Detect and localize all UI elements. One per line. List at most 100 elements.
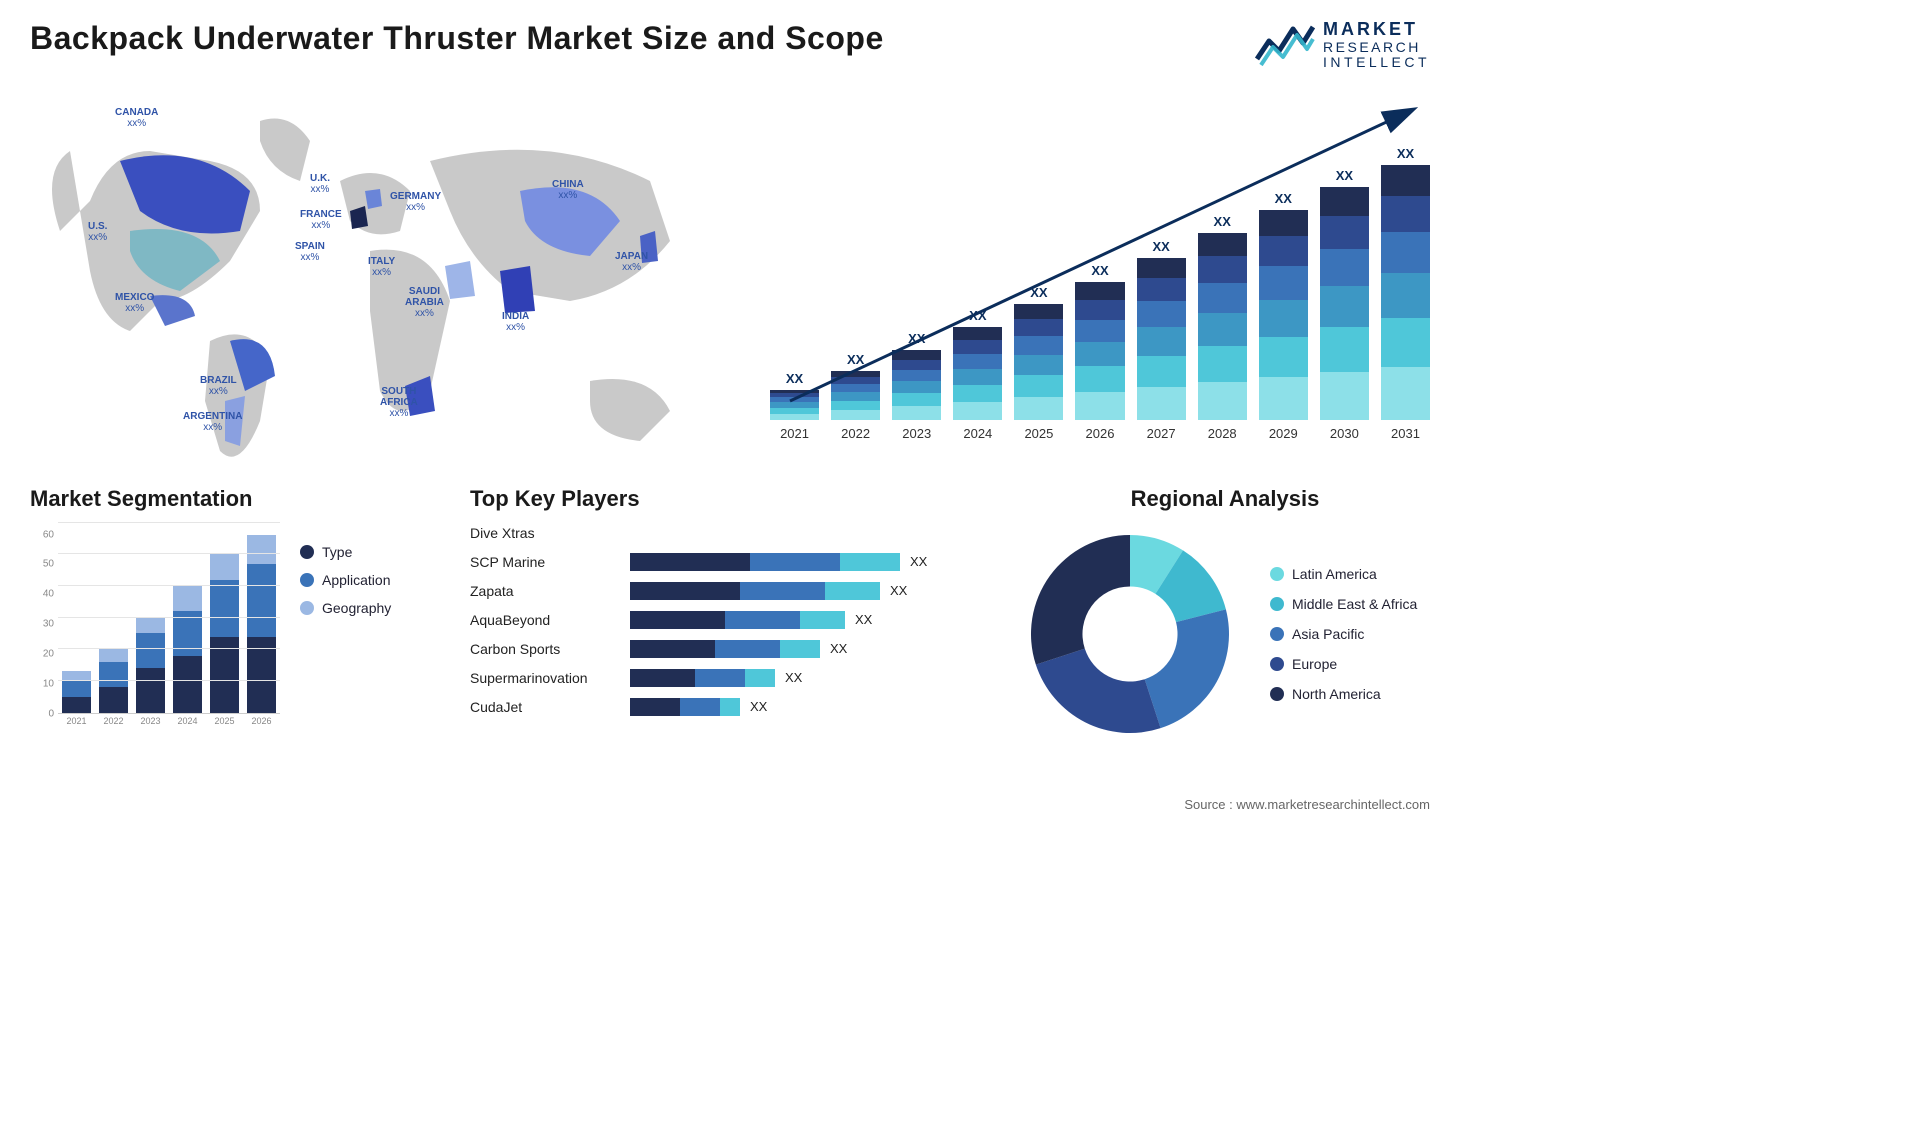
bar-segment (136, 633, 165, 668)
legend-label: Application (322, 572, 391, 588)
y-tick-label: 50 (30, 559, 54, 570)
player-name: AquaBeyond (470, 611, 630, 629)
bar-value-label: XX (1214, 214, 1231, 229)
legend-label: Geography (322, 600, 391, 616)
seg-bar-column (210, 554, 239, 712)
page-title: Backpack Underwater Thruster Market Size… (30, 20, 884, 57)
map-country-label: FRANCExx% (300, 209, 342, 231)
map-country-label: JAPANxx% (615, 251, 648, 273)
bar-segment (1014, 375, 1063, 397)
player-name: Dive Xtras (470, 524, 630, 542)
regional-donut-chart (1020, 524, 1240, 744)
segmentation-title: Market Segmentation (30, 486, 440, 512)
bar-segment (1381, 196, 1430, 232)
player-value: XX (785, 670, 802, 685)
main-bar-column: XX2031 (1381, 146, 1430, 441)
y-tick-label: 0 (30, 708, 54, 719)
source-attribution: Source : www.marketresearchintellect.com (1184, 797, 1430, 812)
legend-label: Europe (1292, 656, 1337, 672)
y-tick-label: 20 (30, 648, 54, 659)
main-bar-column: XX2030 (1320, 168, 1369, 441)
bar-segment (62, 681, 91, 697)
brand-line3: INTELLECT (1323, 55, 1430, 70)
bar-segment (745, 669, 775, 687)
map-country-label: U.K.xx% (310, 173, 330, 195)
bar-segment (1320, 249, 1369, 286)
seg-bar-column (99, 649, 128, 712)
regional-title: Regional Analysis (1020, 486, 1430, 512)
bar-value-label: XX (969, 308, 986, 323)
bar-segment (720, 698, 740, 716)
bar-year-label: 2025 (1024, 426, 1053, 441)
map-country-label: SPAINxx% (295, 241, 325, 263)
bar-segment (1381, 273, 1430, 318)
legend-item: Application (300, 572, 391, 588)
x-tick-label: 2022 (99, 716, 128, 734)
bar-segment (1259, 300, 1308, 337)
bar-segment (210, 554, 239, 579)
regional-legend: Latin America Middle East & Africa Asia Pa… (1270, 566, 1417, 702)
legend-item: Type (300, 544, 391, 560)
y-tick-label: 60 (30, 529, 54, 540)
bar-segment (892, 350, 941, 360)
bar-value-label: XX (1397, 146, 1414, 161)
gridline (58, 553, 280, 554)
map-country-label: SOUTHAFRICAxx% (380, 386, 418, 419)
bar-segment (630, 582, 740, 600)
bar-segment (750, 553, 840, 571)
bar-year-label: 2024 (963, 426, 992, 441)
bar-segment (725, 611, 800, 629)
bar-segment (247, 535, 276, 564)
x-tick-label: 2025 (210, 716, 239, 734)
bar-year-label: 2022 (841, 426, 870, 441)
bar-segment (1259, 236, 1308, 266)
map-country-label: U.S.xx% (88, 221, 107, 243)
bar-value-label: XX (1336, 168, 1353, 183)
bar-segment (1198, 233, 1247, 256)
bar-segment (99, 649, 128, 662)
bar-segment (630, 553, 750, 571)
bar-segment (136, 668, 165, 712)
market-size-chart: XX2021XX2022XX2023XX2024XX2025XX2026XX20… (770, 91, 1430, 471)
seg-bar-column (247, 535, 276, 712)
bar-value-label: XX (847, 352, 864, 367)
bar-segment (630, 669, 695, 687)
bar-segment (892, 406, 941, 420)
legend-item: Europe (1270, 656, 1417, 672)
donut-slice (1031, 535, 1130, 665)
legend-swatch-icon (300, 601, 314, 615)
bar-segment (1137, 301, 1186, 327)
donut-slice (1145, 609, 1229, 728)
bar-segment (1137, 278, 1186, 301)
map-country-label: ITALYxx% (368, 256, 395, 278)
bar-segment (136, 618, 165, 634)
bar-segment (892, 370, 941, 381)
bar-segment (800, 611, 845, 629)
legend-swatch-icon (300, 573, 314, 587)
y-tick-label: 10 (30, 678, 54, 689)
legend-swatch-icon (1270, 567, 1284, 581)
segmentation-section: Market Segmentation 0102030405060 202120… (30, 486, 440, 744)
seg-bar-column (136, 618, 165, 713)
legend-item: Latin America (1270, 566, 1417, 582)
bar-segment (953, 369, 1002, 385)
bar-value-label: XX (1275, 191, 1292, 206)
brand-logo-icon (1255, 21, 1315, 69)
legend-item: Middle East & Africa (1270, 596, 1417, 612)
gridline (58, 617, 280, 618)
bar-segment (1198, 382, 1247, 420)
legend-label: Asia Pacific (1292, 626, 1364, 642)
brand-logo: MARKET RESEARCH INTELLECT (1255, 20, 1430, 71)
legend-swatch-icon (1270, 597, 1284, 611)
bar-year-label: 2027 (1147, 426, 1176, 441)
main-bar-column: XX2023 (892, 331, 941, 441)
y-tick-label: 40 (30, 589, 54, 600)
bar-segment (780, 640, 820, 658)
player-value: XX (890, 583, 907, 598)
player-bar-row: XX (630, 698, 990, 716)
bar-segment (831, 392, 880, 401)
bar-segment (695, 669, 745, 687)
bar-segment (1137, 387, 1186, 420)
world-map: CANADAxx%U.S.xx%MEXICOxx%BRAZILxx%ARGENT… (30, 91, 730, 471)
player-bar-row: XX (630, 611, 990, 629)
